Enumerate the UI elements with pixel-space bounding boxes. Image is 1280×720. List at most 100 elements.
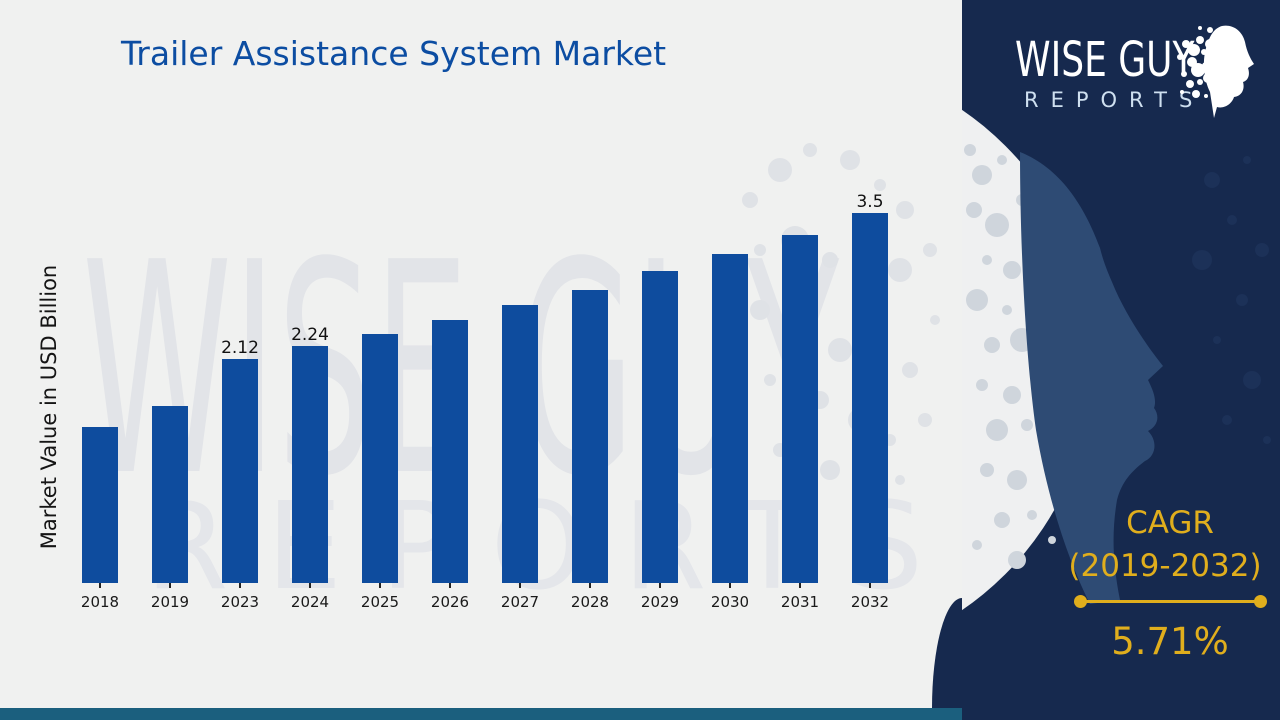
bar-chart: 2018 2019 2023 2.12 2024 2.24 2025 2026 2027 2028… [80,192,890,611]
decorative-dot [1243,156,1251,164]
cagr-value: 5.71% [1111,620,1229,663]
x-tick-label-2030: 2030 [710,593,750,611]
decorative-dot [972,540,982,550]
decorative-dot [994,512,1010,528]
cagr-underline-left-dot [1074,595,1087,608]
decorative-dot [1048,536,1056,544]
x-tick-label-2026: 2026 [430,593,470,611]
x-tick-2028 [589,583,591,588]
value-label-2024: 2.24 [291,325,329,345]
x-tick-label-2024: 2024 [290,593,330,611]
decorative-dot [764,374,776,386]
bar-2018 [82,427,118,583]
decorative-dot [820,460,840,480]
decorative-dot [986,419,1008,441]
decorative-dot [964,144,976,156]
face-profile-silhouette-icon [1020,152,1163,604]
x-tick-label-2031: 2031 [780,593,820,611]
decorative-dot [1002,305,1012,315]
right-brand-panel: WISE GUY REPORTS CAGR (2019-2032) 5.71% [962,0,1280,720]
bar-2019 [152,406,188,583]
x-tick-2023 [239,583,241,588]
x-tick-2018 [99,583,101,588]
x-tick-label-2032: 2032 [850,593,890,611]
decorative-dot [1021,419,1033,431]
x-tick-2030 [729,583,731,588]
decorative-dot [930,315,940,325]
decorative-dot [1263,436,1271,444]
decorative-dot [1204,172,1220,188]
decorative-dot [923,243,937,257]
decorative-dot [1236,294,1248,306]
x-tick-2031 [799,583,801,588]
decorative-dot [1222,415,1232,425]
decorative-dot [980,463,994,477]
decorative-dot [895,475,905,485]
decorative-dot [982,255,992,265]
decorative-dot [1003,386,1021,404]
decorative-dot [972,165,992,185]
decorative-dot [984,337,1000,353]
bar-2027 [502,305,538,583]
x-tick-label-2027: 2027 [500,593,540,611]
decorative-dot [803,143,817,157]
bar-2026 [432,320,468,583]
x-tick-label-2023: 2023 [220,593,260,611]
bar-2023 [222,359,258,583]
value-label-2023: 2.12 [221,338,259,358]
decorative-dot [828,338,852,362]
decorative-dot [1003,261,1021,279]
decorative-dot [750,300,770,320]
bottom-accent-strip [0,708,1280,720]
logo-face-icon [1177,25,1254,118]
x-tick-2029 [659,583,661,588]
logo-brand-text: WISE GUY [1015,32,1195,88]
decorative-dot [966,289,988,311]
bar-2029 [642,271,678,583]
logo-sub-text: REPORTS [1024,88,1205,112]
decorative-dot [985,213,1009,237]
decorative-dot [840,150,860,170]
cagr-underline-right-dot [1254,595,1267,608]
page-title: Trailer Assistance System Market [121,34,667,73]
decorative-dot [966,202,982,218]
decorative-dot [768,158,792,182]
decorative-dot [1213,336,1221,344]
decorative-dot [976,379,988,391]
x-tick-2032 [869,583,871,588]
x-tick-label-2018: 2018 [80,593,120,611]
x-tick-label-2029: 2029 [640,593,680,611]
decorative-dot [1007,470,1027,490]
x-tick-2024 [309,583,311,588]
decorative-dot [918,413,932,427]
value-label-2032: 3.5 [856,192,884,212]
cagr-range: (2019-2032) [1068,548,1262,584]
x-tick-label-2025: 2025 [360,593,400,611]
bar-2031 [782,235,818,583]
cagr-label: CAGR [1126,505,1214,541]
decorative-dot [754,244,766,256]
x-tick-2027 [519,583,521,588]
decorative-dot [1227,215,1237,225]
bar-2032 [852,213,888,583]
y-axis-label: Market Value in USD Billion [37,264,61,550]
decorative-dot [1255,243,1269,257]
decorative-dot [1192,250,1212,270]
decorative-dot [822,252,838,268]
decorative-dot [1008,551,1026,569]
decorative-dot [997,155,1007,165]
cagr-underline [1080,600,1260,603]
bar-2028 [572,290,608,583]
x-tick-label-2019: 2019 [150,593,190,611]
x-tick-2025 [379,583,381,588]
decorative-dot [888,258,912,282]
decorative-dot [742,192,758,208]
bar-2024 [292,346,328,583]
x-tick-2019 [169,583,171,588]
bar-2025 [362,334,398,583]
decorative-dot [896,201,914,219]
decorative-dot [1243,371,1261,389]
decorative-dot [874,179,886,191]
bar-2030 [712,254,748,583]
